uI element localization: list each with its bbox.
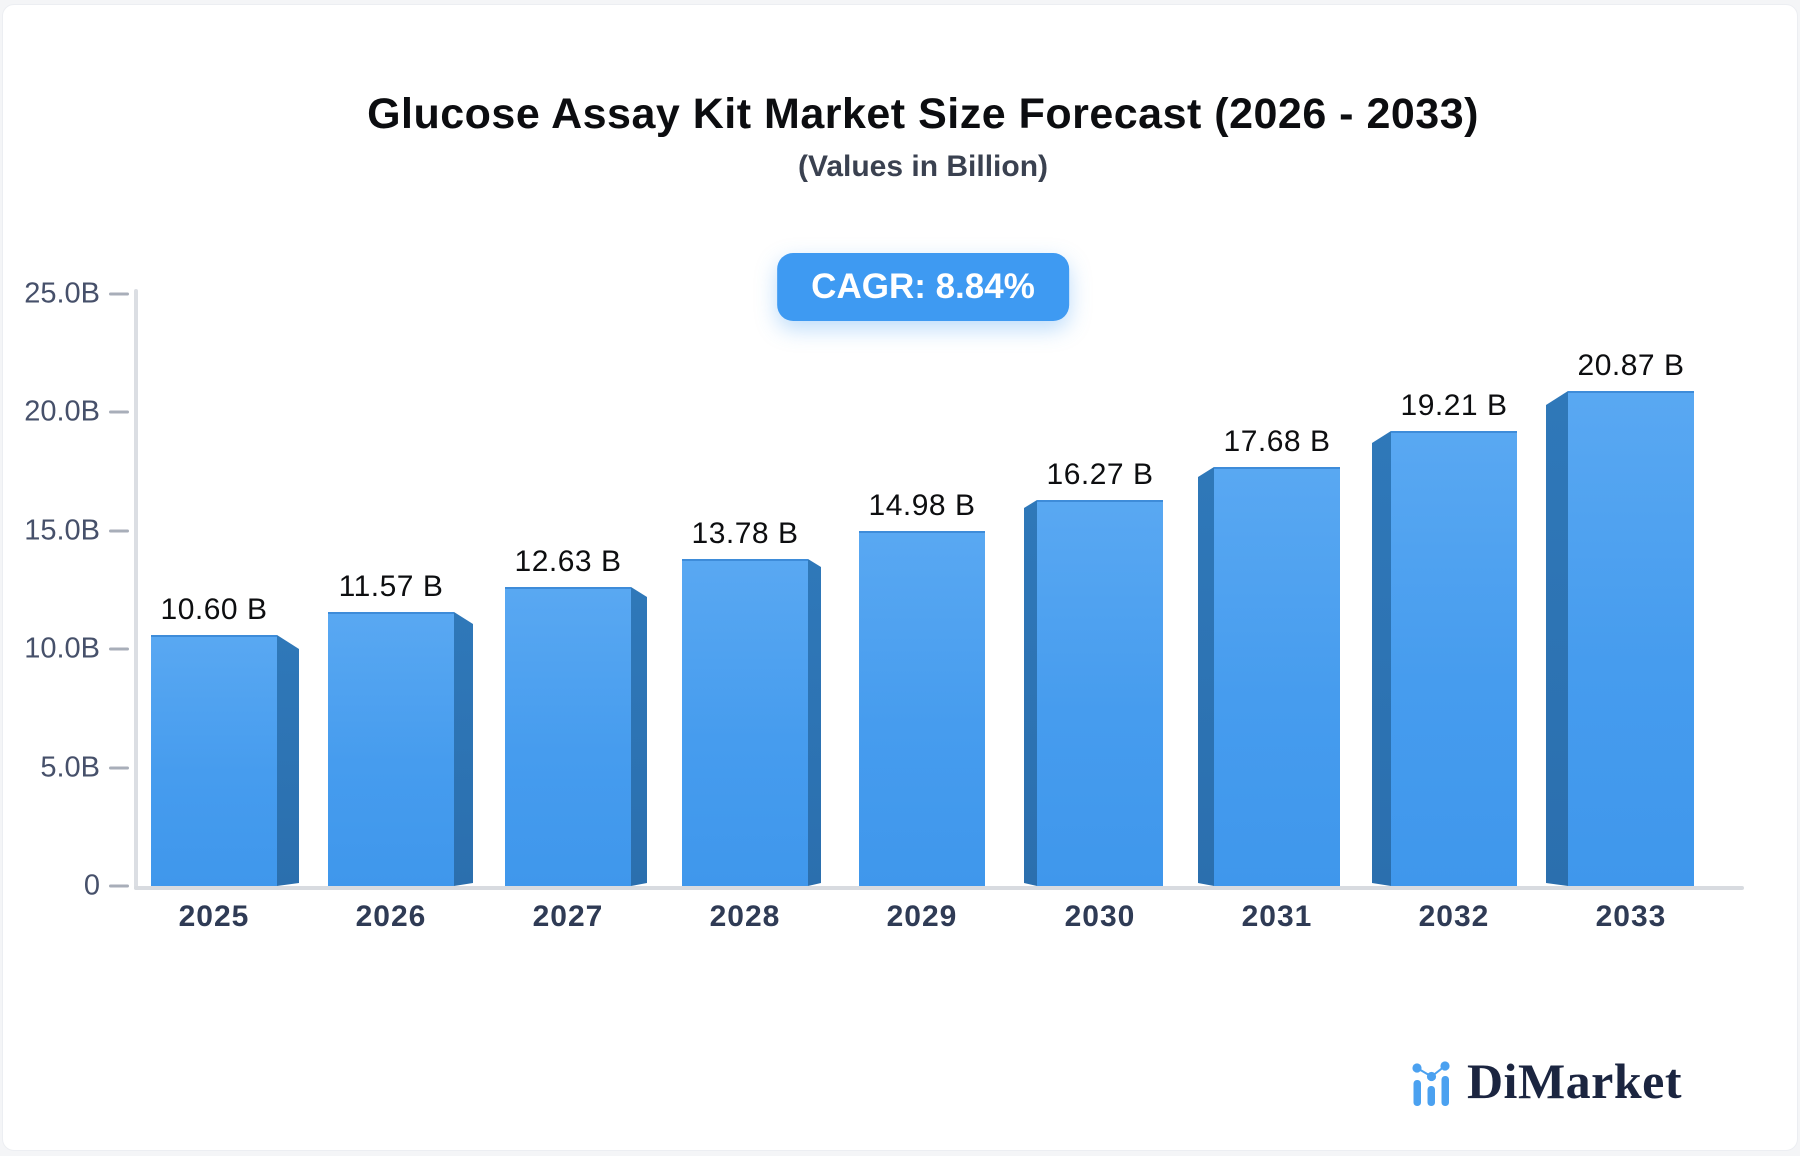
y-tick-label: 25.0B (24, 277, 100, 309)
x-tick-label-2026: 2026 (355, 900, 427, 933)
bar-value-label-2031: 17.68 B (1223, 425, 1331, 458)
chart-subtitle: (Values in Billion) (797, 150, 1049, 183)
x-tick-label-2029: 2029 (886, 900, 958, 933)
bar-2025 (151, 635, 277, 886)
bar-2027 (505, 587, 631, 886)
cagr-badge: CAGR: 8.84% (777, 253, 1069, 321)
x-tick-label-2028: 2028 (709, 900, 781, 933)
bar-side-2032 (1372, 431, 1391, 886)
y-tick-dash (109, 766, 129, 769)
x-axis-line (134, 886, 1744, 890)
bar-value-label-2025: 10.60 B (160, 593, 268, 626)
brand-logo-text: DiMarket (1466, 1053, 1682, 1109)
x-tick-label-2032: 2032 (1418, 900, 1490, 933)
y-tick-dash (109, 292, 129, 295)
y-tick-label: 20.0B (24, 395, 100, 428)
y-tick-dash (109, 647, 129, 651)
x-tick-label-2033: 2033 (1595, 900, 1667, 933)
bar-value-label-2027: 12.63 B (514, 545, 622, 578)
y-tick-label: 10.0B (24, 632, 100, 665)
bar-2031 (1214, 467, 1340, 886)
x-tick-label-2025: 2025 (178, 900, 250, 933)
y-tick-label: 15.0B (24, 514, 100, 546)
bar-side-2028 (808, 559, 821, 886)
y-tick-dash (109, 884, 129, 888)
bar-side-2026 (454, 612, 473, 886)
bar-side-2030 (1024, 500, 1037, 886)
x-tick-label-2030: 2030 (1064, 900, 1136, 933)
y-axis-line (134, 289, 138, 890)
bar-side-2027 (631, 587, 647, 886)
brand-logo: DiMarket (1412, 1056, 1682, 1106)
y-tick-label: 5.0B (40, 751, 100, 783)
bar-value-label-2033: 20.87 B (1577, 349, 1685, 382)
mini-bar-chart-icon (1412, 1061, 1450, 1106)
bar-2028 (682, 559, 808, 886)
bar-side-2031 (1198, 467, 1214, 886)
bar-value-label-2032: 19.21 B (1400, 389, 1508, 422)
bar-value-label-2029: 14.98 B (868, 489, 976, 522)
bar-2033 (1568, 391, 1694, 886)
chart-title: Glucose Assay Kit Market Size Forecast (… (367, 90, 1479, 138)
y-tick-label: 0 (83, 869, 100, 902)
bar-value-label-2026: 11.57 B (338, 570, 444, 603)
x-tick-label-2031: 2031 (1241, 900, 1313, 933)
bar-2026 (328, 612, 454, 886)
y-tick-dash (109, 529, 129, 532)
x-tick-label-2027: 2027 (532, 900, 604, 933)
bar-side-2033 (1546, 391, 1568, 886)
bar-2029 (859, 531, 985, 886)
y-tick-dash (109, 410, 129, 414)
bar-side-2025 (277, 635, 299, 886)
bar-value-label-2030: 16.27 B (1046, 458, 1154, 491)
bar-2030 (1037, 500, 1163, 886)
bar-value-label-2028: 13.78 B (691, 517, 799, 550)
bar-2032 (1391, 431, 1517, 886)
